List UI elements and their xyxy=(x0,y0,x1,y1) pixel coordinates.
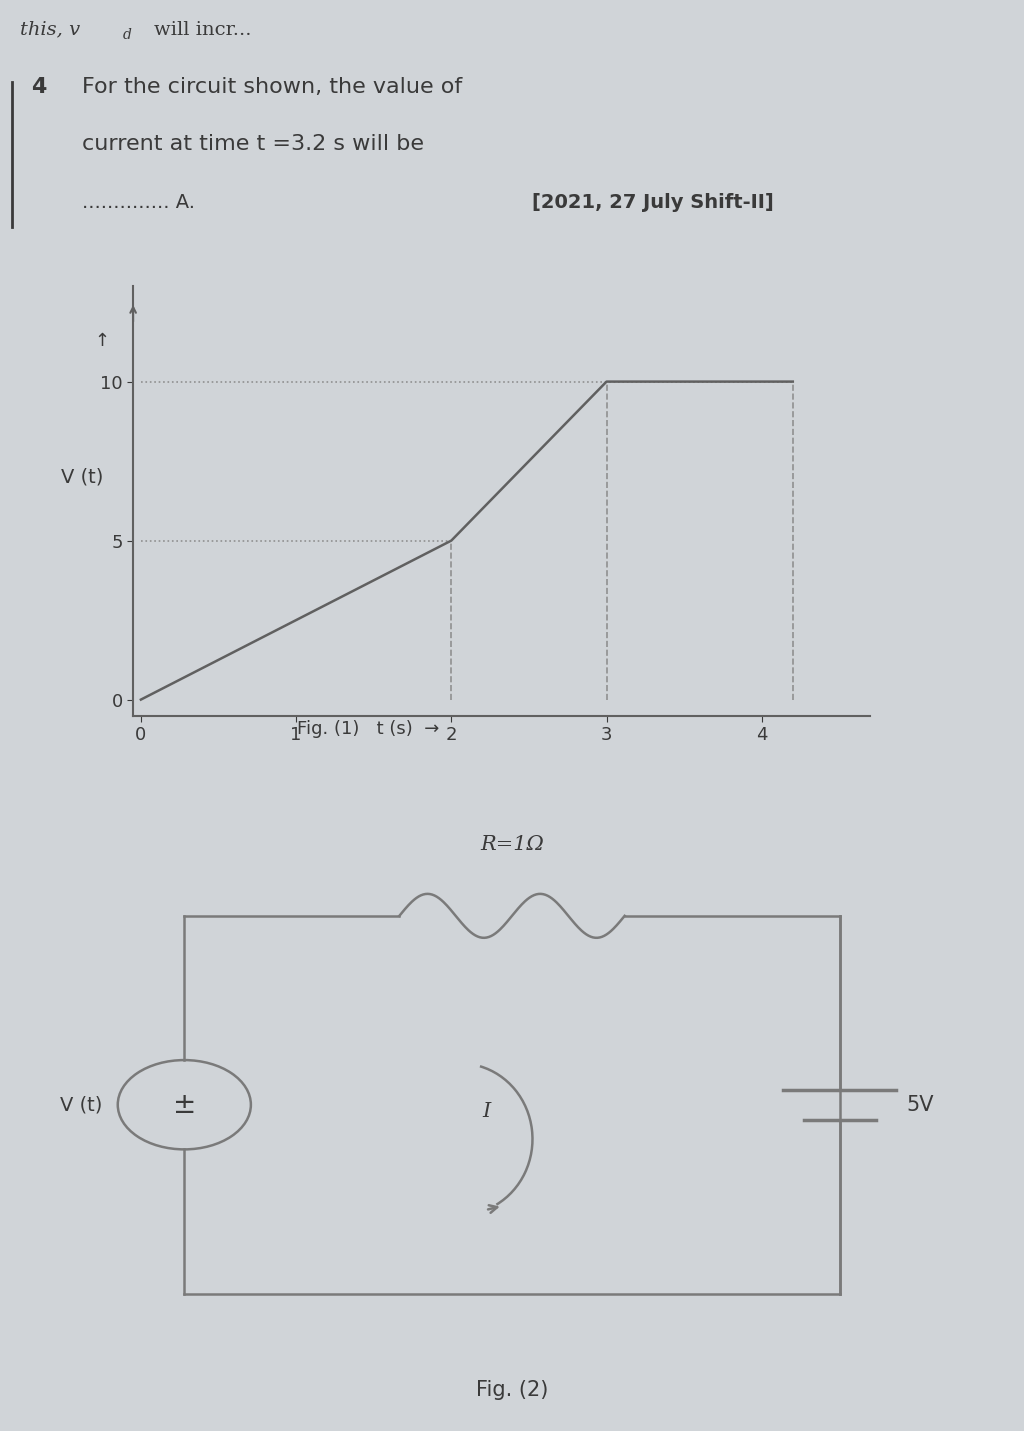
Text: d: d xyxy=(123,29,132,43)
Text: [2021, 27 July Shift-II]: [2021, 27 July Shift-II] xyxy=(532,193,774,212)
Text: ±: ± xyxy=(173,1090,196,1119)
Text: current at time t =3.2 s will be: current at time t =3.2 s will be xyxy=(82,135,424,155)
Text: .............. A.: .............. A. xyxy=(82,193,195,212)
Text: I: I xyxy=(482,1102,490,1120)
Text: For the circuit shown, the value of: For the circuit shown, the value of xyxy=(82,77,462,97)
Text: V (t): V (t) xyxy=(60,468,103,487)
Text: 5V: 5V xyxy=(906,1095,934,1115)
Text: V (t): V (t) xyxy=(60,1095,102,1115)
Text: will incr...: will incr... xyxy=(154,20,251,39)
Text: ↑: ↑ xyxy=(94,332,110,349)
Text: this, v: this, v xyxy=(20,20,81,39)
Text: Fig. (1)   t (s)  →: Fig. (1) t (s) → xyxy=(297,720,440,738)
Text: Fig. (2): Fig. (2) xyxy=(476,1379,548,1400)
Text: 4: 4 xyxy=(31,77,46,97)
Text: R=1Ω: R=1Ω xyxy=(480,836,544,854)
